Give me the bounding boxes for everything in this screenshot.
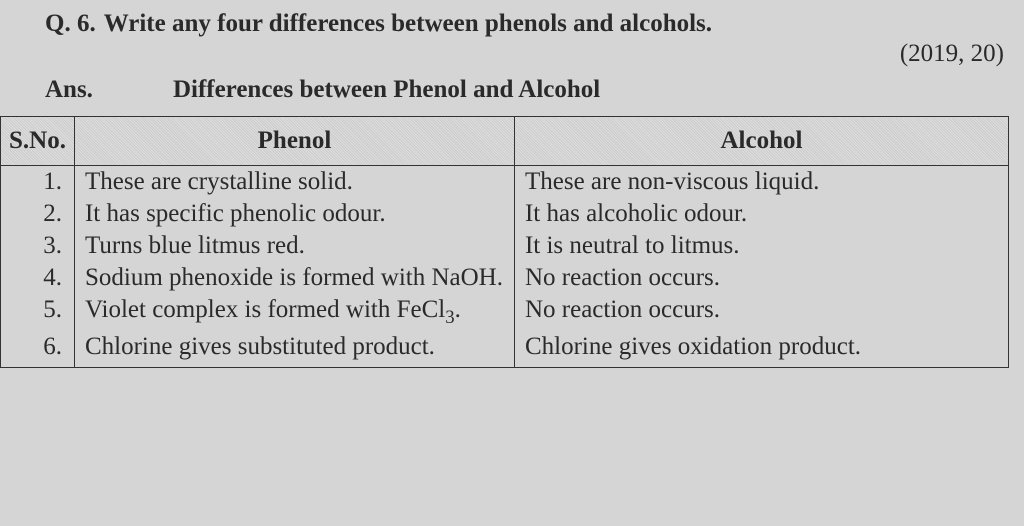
subscript: 3 — [445, 307, 454, 328]
cell-alcohol: These are non-viscous liquid. — [514, 166, 1008, 199]
cell-phenol: Turns blue litmus red. — [74, 230, 514, 262]
cell-phenol: Violet complex is formed with FeCl3. — [74, 294, 514, 331]
table-row: 5. Violet complex is formed with FeCl3. … — [1, 294, 1009, 331]
table-row: 2. It has specific phenolic odour. It ha… — [1, 198, 1009, 230]
year-citation: (2019, 20) — [0, 40, 1009, 68]
cell-sno: 5. — [1, 294, 75, 331]
comparison-table: S.No. Phenol Alcohol 1. These are crysta… — [0, 116, 1009, 368]
cell-sno: 4. — [1, 262, 75, 294]
cell-alcohol: No reaction occurs. — [514, 262, 1008, 294]
cell-sno: 6. — [1, 331, 75, 368]
cell-alcohol: It has alcoholic odour. — [514, 198, 1008, 230]
question-line: Q. 6. Write any four differences between… — [0, 10, 1009, 38]
cell-phenol: Sodium phenoxide is formed with NaOH. — [74, 262, 514, 294]
table-row: 3. Turns blue litmus red. It is neutral … — [1, 230, 1009, 262]
answer-line: Ans. Differences between Phenol and Alco… — [0, 76, 1009, 104]
suffix: . — [455, 296, 461, 323]
cell-alcohol: It is neutral to litmus. — [514, 230, 1008, 262]
cell-phenol: It has specific phenolic odour. — [74, 198, 514, 230]
header-phenol: Phenol — [74, 117, 514, 166]
table-row: 4. Sodium phenoxide is formed with NaOH.… — [1, 262, 1009, 294]
cell-phenol: These are crystalline solid. — [74, 166, 514, 199]
header-sno: S.No. — [1, 117, 75, 166]
table-header-row: S.No. Phenol Alcohol — [1, 117, 1009, 166]
cell-alcohol: Chlorine gives oxidation product. — [514, 331, 1008, 368]
header-alcohol: Alcohol — [514, 117, 1008, 166]
question-number: Q. 6. — [45, 10, 96, 38]
cell-sno: 2. — [1, 198, 75, 230]
table-row: 1. These are crystalline solid. These ar… — [1, 166, 1009, 199]
cell-sno: 3. — [1, 230, 75, 262]
answer-label: Ans. — [45, 76, 93, 104]
table-row: 6. Chlorine gives substituted product. C… — [1, 331, 1009, 368]
question-text: Write any four differences between pheno… — [104, 10, 712, 38]
cell-sno: 1. — [1, 166, 75, 199]
answer-title: Differences between Phenol and Alcohol — [173, 76, 600, 104]
phenol-text: Violet complex is formed with FeCl — [85, 296, 445, 323]
cell-alcohol: No reaction occurs. — [514, 294, 1008, 331]
cell-phenol: Chlorine gives substituted product. — [74, 331, 514, 368]
